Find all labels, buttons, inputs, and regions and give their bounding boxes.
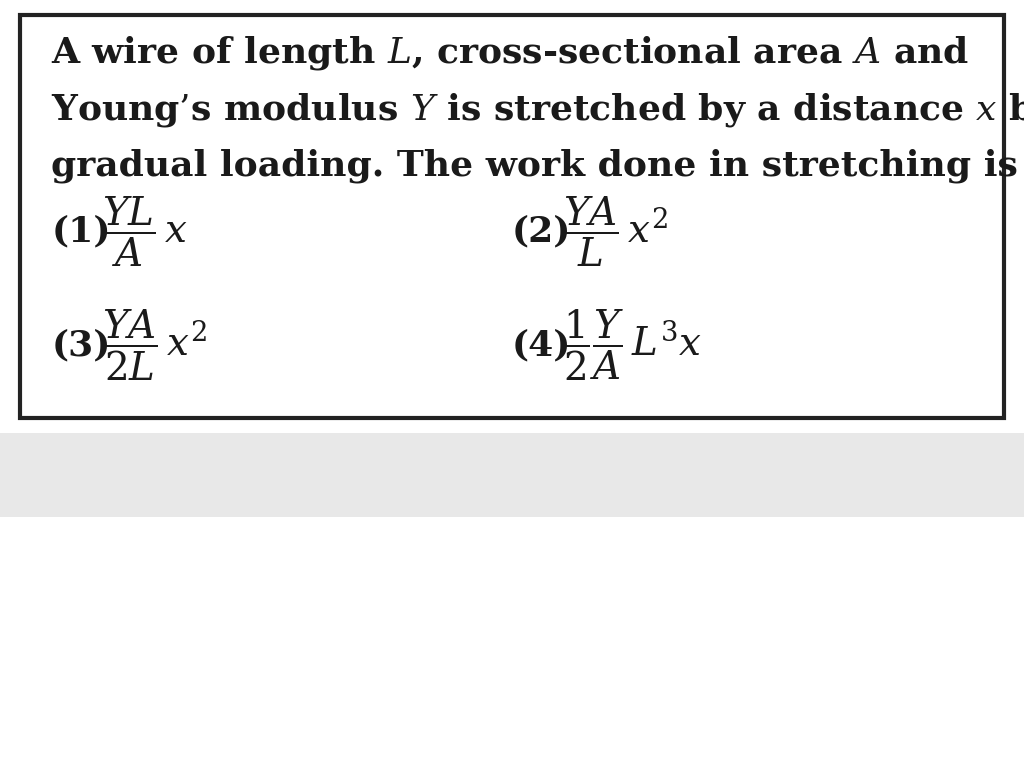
Bar xyxy=(0,517,1024,760)
Text: $\dfrac{1}{2}\dfrac{Y}{A}\,L^3 x$: $\dfrac{1}{2}\dfrac{Y}{A}\,L^3 x$ xyxy=(563,309,702,383)
FancyBboxPatch shape xyxy=(20,15,1004,418)
Text: gradual loading. The work done in stretching is: gradual loading. The work done in stretc… xyxy=(51,148,1018,182)
Text: (1): (1) xyxy=(51,215,111,249)
Text: A wire of length $L$, cross-sectional area $A$ and: A wire of length $L$, cross-sectional ar… xyxy=(51,34,970,72)
Text: $\dfrac{YL}{A}\,x$: $\dfrac{YL}{A}\,x$ xyxy=(102,195,188,269)
Bar xyxy=(0,433,1024,517)
Text: (4): (4) xyxy=(512,329,571,363)
Text: $\dfrac{YA}{L}\,x^2$: $\dfrac{YA}{L}\,x^2$ xyxy=(563,195,668,269)
Text: (2): (2) xyxy=(512,215,571,249)
Text: $\dfrac{YA}{2L}\,x^2$: $\dfrac{YA}{2L}\,x^2$ xyxy=(102,309,207,383)
Text: (3): (3) xyxy=(51,329,111,363)
Text: Young’s modulus $Y$ is stretched by a distance $x$ by: Young’s modulus $Y$ is stretched by a di… xyxy=(51,91,1024,129)
